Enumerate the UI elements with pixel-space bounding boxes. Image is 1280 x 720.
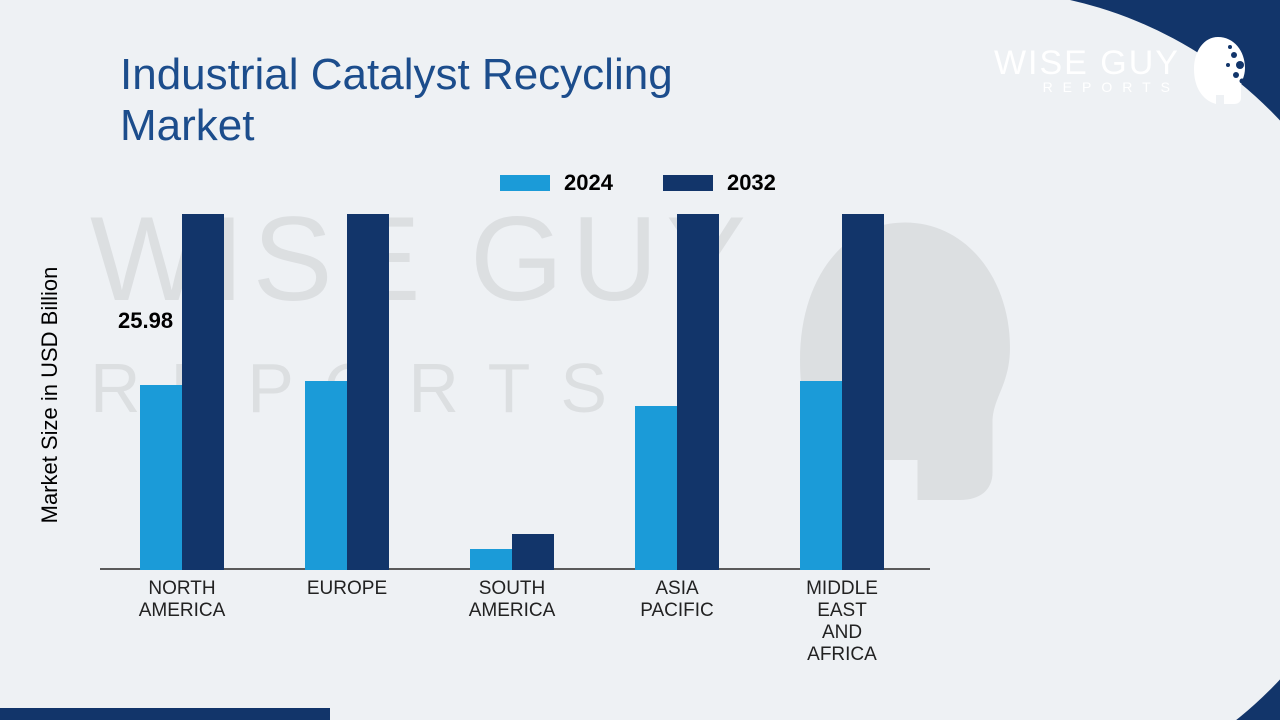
brand-head-icon <box>1190 35 1250 105</box>
legend-swatch-2024 <box>500 175 550 191</box>
canvas: WISE GUY REPORTS Industrial Catalyst Rec… <box>0 0 1280 720</box>
brand-logo-bottom: REPORTS <box>994 80 1180 94</box>
x-axis-label: NORTHAMERICA <box>112 578 252 622</box>
bar-2032 <box>512 534 554 570</box>
bar-2032 <box>842 214 884 570</box>
bar-2032 <box>182 214 224 570</box>
bar-2032 <box>347 214 389 570</box>
legend-swatch-2032 <box>663 175 713 191</box>
bar-value-label: 25.98 <box>118 308 173 334</box>
y-axis-label: Market Size in USD Billion <box>37 267 63 524</box>
legend-item-2032: 2032 <box>663 170 776 196</box>
legend-label-2032: 2032 <box>727 170 776 196</box>
x-axis-label: SOUTHAMERICA <box>442 578 582 622</box>
legend: 2024 2032 <box>500 170 776 196</box>
bar-2032 <box>677 214 719 570</box>
footer-accent-bar <box>0 708 330 720</box>
bar-2024 <box>470 549 512 570</box>
legend-label-2024: 2024 <box>564 170 613 196</box>
x-axis-label: ASIAPACIFIC <box>607 578 747 622</box>
bar-2024 <box>635 406 677 570</box>
bar-2024 <box>140 385 182 570</box>
bar-2024 <box>800 381 842 570</box>
legend-item-2024: 2024 <box>500 170 613 196</box>
brand-logo-text: WISE GUY REPORTS <box>994 46 1180 94</box>
brand-logo-top: WISE GUY <box>994 46 1180 80</box>
bar-2024 <box>305 381 347 570</box>
chart-title: Industrial Catalyst Recycling Market <box>120 50 760 151</box>
x-axis-label: EUROPE <box>277 578 417 600</box>
brand-logo: WISE GUY REPORTS <box>990 30 1250 110</box>
plot-area: 25.98 <box>100 200 930 570</box>
x-axis-label: MIDDLEEASTANDAFRICA <box>772 578 912 665</box>
